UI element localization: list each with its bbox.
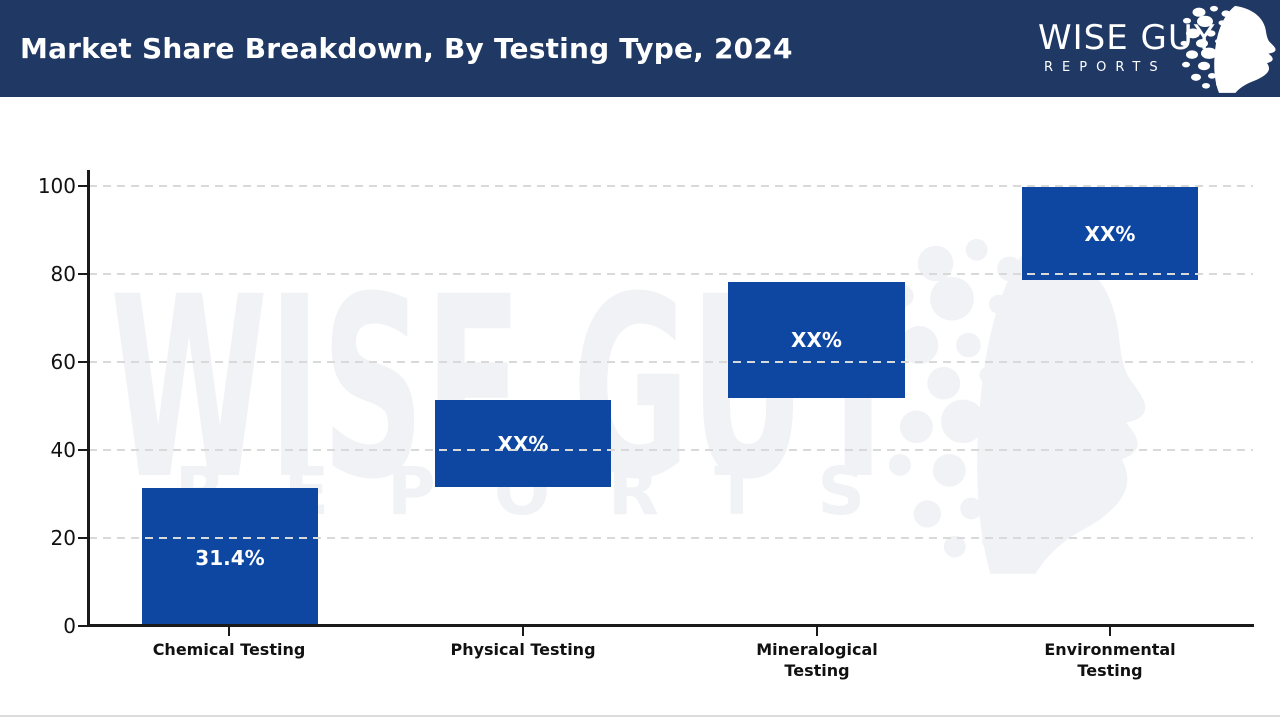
x-tick [522,627,524,636]
brand-logo: WISE GUY REPORTS [1030,0,1280,97]
x-tick [228,627,230,636]
bar-value-label: XX% [791,328,842,352]
bar-value-label: XX% [497,431,549,456]
y-tick-label-60: 60 [50,350,76,374]
gridline-100 [89,185,1253,187]
y-tick-label-40: 40 [50,438,76,462]
logo-head-icon [1180,5,1276,93]
y-tick [78,273,87,275]
y-tick-label-0: 0 [63,614,76,638]
bar-chemical-testing: 31.4% [142,488,318,627]
bottom-divider [0,715,1280,717]
y-tick [78,537,87,539]
category-line: Chemical Testing [152,640,306,659]
bar-value-label: 31.4% [195,545,265,570]
header-bar: Market Share Breakdown, By Testing Type,… [0,0,1280,97]
bar-mineralogical-testing: XX% [728,282,905,398]
category-label-environmental-testing: Environmental Testing [990,640,1230,681]
watermark-head-icon [884,238,1146,574]
category-label-chemical-testing: Chemical Testing [109,640,349,661]
y-tick [78,361,87,363]
page-title: Market Share Breakdown, By Testing Type,… [20,32,793,65]
gridline-40 [89,449,1253,451]
logo-reports-text: REPORTS [1044,60,1167,75]
gridline-20 [89,537,1253,539]
category-label-physical-testing: Physical Testing [403,640,643,661]
y-tick [78,449,87,451]
category-line: Testing [784,660,850,680]
y-tick-label-80: 80 [50,262,76,286]
category-label-mineralogical-testing: Mineralogical Testing [697,640,937,681]
y-axis-line [87,170,90,627]
y-tick [78,185,87,187]
category-line: Physical Testing [450,640,596,659]
x-tick [1109,627,1111,636]
bar-environmental-testing: XX% [1022,187,1198,280]
y-tick [78,625,87,627]
gridline-60 [89,361,1253,363]
category-line: Mineralogical [756,640,878,659]
gridline-80 [89,273,1253,275]
category-line: Testing [1077,660,1143,680]
y-tick-label-100: 100 [37,174,76,198]
category-line: Environmental [1044,640,1176,659]
x-tick [816,627,818,636]
bar-value-label: XX% [1084,221,1136,246]
x-axis-line [87,624,1254,627]
bar-physical-testing: XX% [435,400,611,487]
logo-wiseguy-text: WISE GUY [1038,18,1216,58]
y-tick-label-20: 20 [50,526,76,550]
